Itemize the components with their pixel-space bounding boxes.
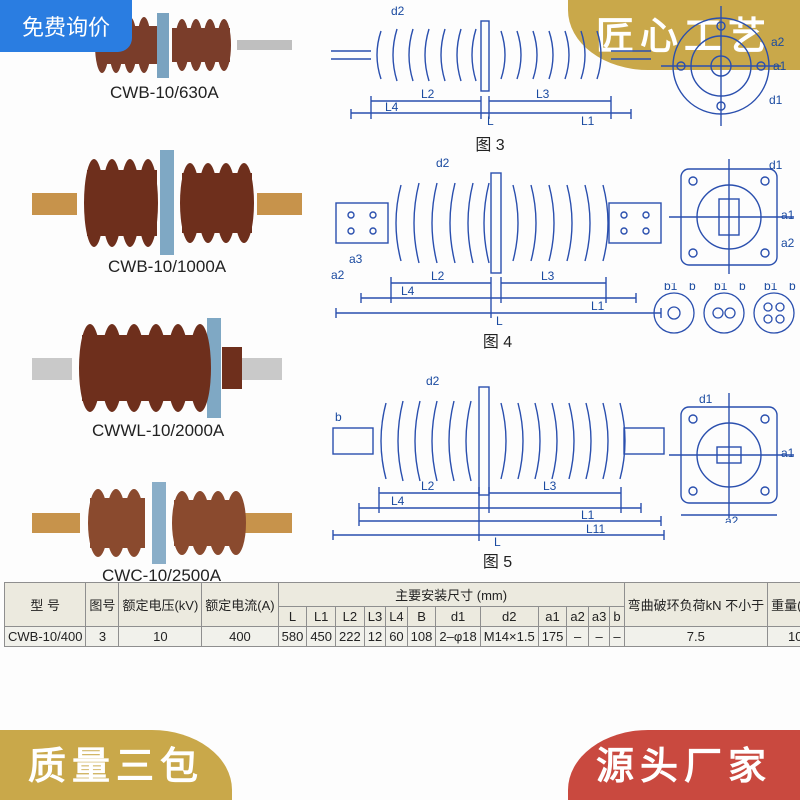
cell: 450 xyxy=(307,627,336,647)
diagram-fig4-bolts: b1 b b1 b b1 b xyxy=(648,282,798,354)
svg-text:L: L xyxy=(496,314,503,328)
cell: 400 xyxy=(202,627,278,647)
cell: 175 xyxy=(538,627,567,647)
cell: – xyxy=(610,627,624,647)
cell: 580 xyxy=(278,627,307,647)
badge-bottom-left: 质量三包 xyxy=(0,730,232,800)
th-L3: L3 xyxy=(364,607,385,627)
svg-text:d2: d2 xyxy=(391,4,405,18)
svg-text:L3: L3 xyxy=(543,479,557,493)
th-d1: d1 xyxy=(436,607,480,627)
svg-text:b1: b1 xyxy=(764,283,778,293)
diagram-caption: 图 5 xyxy=(331,548,664,572)
cell: 2–φ18 xyxy=(436,627,480,647)
svg-text:L1: L1 xyxy=(591,299,605,313)
svg-text:b1: b1 xyxy=(664,283,678,293)
cell: 7.5 xyxy=(624,627,768,647)
cell: – xyxy=(567,627,588,647)
cell: CWB-10/400 xyxy=(5,627,86,647)
th-kv: 额定电压(kV) xyxy=(119,583,202,627)
svg-text:a1: a1 xyxy=(773,59,787,73)
svg-text:L3: L3 xyxy=(536,87,550,101)
cell: 222 xyxy=(336,627,365,647)
diagram-fig3-flange: d1 a2 a1 xyxy=(660,5,790,137)
th-b: b xyxy=(610,607,624,627)
svg-text:b: b xyxy=(689,283,696,293)
cell: M14×1.5 xyxy=(480,627,538,647)
svg-text:L4: L4 xyxy=(385,100,399,114)
th-kg: 重量(kg) xyxy=(768,583,800,627)
diagram-fig3: d2 L2 L3 L4 L1 L 图 3 xyxy=(330,0,650,156)
svg-text:L: L xyxy=(487,114,494,128)
diagram-fig5: d2 b L2 L3 L4 L1 L11 L 图 5 xyxy=(330,372,665,573)
svg-text:L3: L3 xyxy=(541,269,555,283)
svg-text:a2: a2 xyxy=(781,236,794,250)
th-dims: 主要安装尺寸 (mm) xyxy=(278,583,624,607)
product-list: CWB-10/630A CWB-10/1000A xyxy=(32,8,322,473)
th-L2: L2 xyxy=(336,607,365,627)
svg-text:a1: a1 xyxy=(781,208,794,222)
diagram-fig4: d2 a3 a2 L2 L3 L4 L1 L 图 4 xyxy=(330,152,665,353)
badge-title: 质量三包 xyxy=(28,746,204,788)
product-label: CWB-10/630A xyxy=(110,83,219,103)
badge-bottom-right: 源头厂家 xyxy=(568,730,800,800)
cell: 60 xyxy=(386,627,407,647)
th-a: 额定电流(A) xyxy=(202,583,278,627)
th-a1: a1 xyxy=(538,607,567,627)
svg-text:d2: d2 xyxy=(436,156,450,170)
svg-text:L11: L11 xyxy=(586,522,605,536)
badge-title: 源头厂家 xyxy=(596,746,772,788)
table-row: CWB-10/400 3 10 400 580 450 222 12 60 10… xyxy=(5,627,800,647)
svg-text:a1: a1 xyxy=(781,446,794,460)
product-item: CWB-10/1000A xyxy=(32,145,322,275)
th-a2: a2 xyxy=(567,607,588,627)
cell: 3 xyxy=(86,627,119,647)
svg-text:d2: d2 xyxy=(426,374,440,388)
svg-text:b: b xyxy=(789,283,796,293)
cell: 12 xyxy=(364,627,385,647)
diagram-caption: 图 4 xyxy=(331,328,664,352)
product-item: CWC-10/2500A xyxy=(32,478,322,588)
svg-text:a2: a2 xyxy=(725,514,739,523)
product-label: CWB-10/1000A xyxy=(108,257,226,277)
svg-text:L2: L2 xyxy=(421,479,435,493)
svg-text:L1: L1 xyxy=(581,508,595,522)
cell: 10 xyxy=(768,627,800,647)
svg-text:d1: d1 xyxy=(769,159,783,172)
svg-text:L2: L2 xyxy=(421,87,435,101)
th-L4: L4 xyxy=(386,607,407,627)
product-item: CWWL-10/2000A xyxy=(32,313,322,443)
cell: 108 xyxy=(407,627,436,647)
th-a3: a3 xyxy=(588,607,609,627)
svg-text:L4: L4 xyxy=(391,494,405,508)
svg-text:b: b xyxy=(739,283,746,293)
svg-text:L2: L2 xyxy=(431,269,445,283)
th-L: L xyxy=(278,607,307,627)
th-L1: L1 xyxy=(307,607,336,627)
svg-text:b: b xyxy=(335,410,342,424)
th-d2: d2 xyxy=(480,607,538,627)
svg-text:L4: L4 xyxy=(401,284,415,298)
svg-text:a3: a3 xyxy=(349,252,363,266)
spec-table: 型 号 图号 额定电压(kV) 额定电流(A) 主要安装尺寸 (mm) 弯曲破环… xyxy=(4,582,800,647)
svg-text:d1: d1 xyxy=(769,93,783,107)
svg-text:b1: b1 xyxy=(714,283,728,293)
diagram-fig5-flange: d1 a1 a2 xyxy=(668,392,793,524)
cell: 10 xyxy=(119,627,202,647)
svg-text:L1: L1 xyxy=(581,114,595,128)
th-kn: 弯曲破环负荷kN 不小于 xyxy=(624,583,768,627)
svg-text:d1: d1 xyxy=(699,393,713,406)
product-label: CWWL-10/2000A xyxy=(92,421,224,441)
svg-text:a2: a2 xyxy=(331,268,345,282)
cell: – xyxy=(588,627,609,647)
svg-text:L: L xyxy=(494,535,501,548)
svg-text:a2: a2 xyxy=(771,35,785,49)
th-B: B xyxy=(407,607,436,627)
quote-button[interactable]: 免费询价 xyxy=(0,0,132,52)
th-model: 型 号 xyxy=(5,583,86,627)
th-fig: 图号 xyxy=(86,583,119,627)
diagram-fig4-flange: d1 a1 a2 xyxy=(668,158,793,275)
